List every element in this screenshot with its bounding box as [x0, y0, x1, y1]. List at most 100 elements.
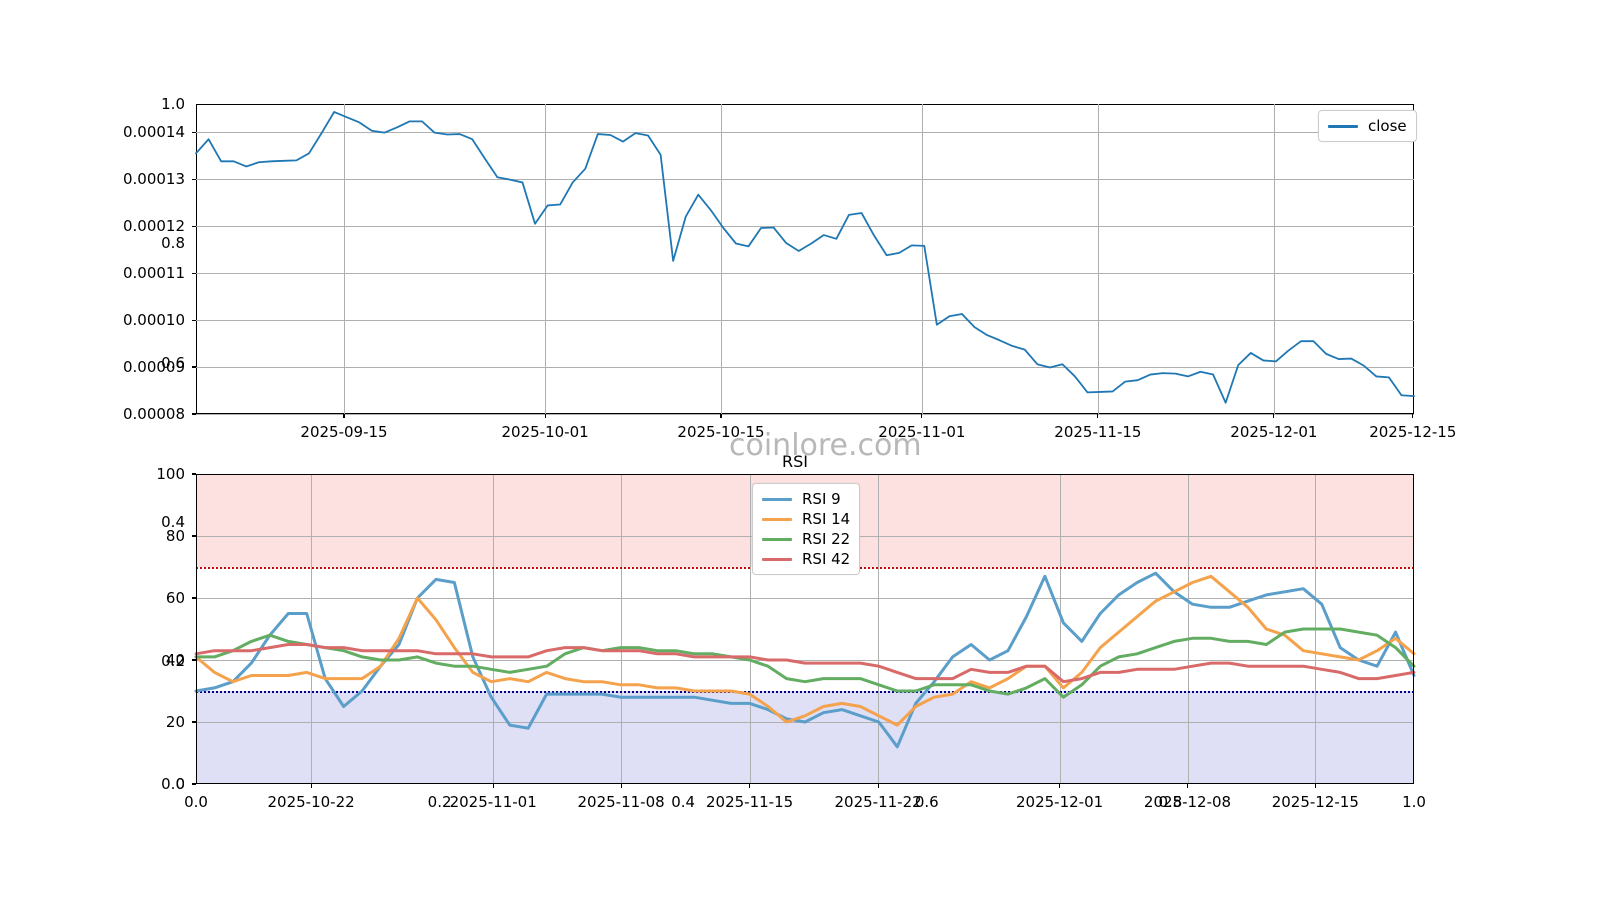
rsi-x-tickmark — [310, 784, 312, 788]
price-gridline-h — [196, 367, 1414, 368]
price-y-tickmark — [192, 366, 196, 368]
rsi-legend-item[interactable]: RSI 22 — [762, 529, 850, 549]
rsi-x-tick-label: 2025-11-15 — [706, 793, 794, 811]
price-y-tick-label: 0.00011 — [122, 264, 185, 283]
rsi-gridline-v — [493, 474, 495, 784]
price-y-tickmark — [192, 272, 196, 274]
rsi-overlay-y-tick-label: 0.0 — [161, 775, 185, 793]
rsi-gridline-h — [196, 660, 1414, 661]
rsi-panel-title: RSI — [782, 452, 808, 471]
rsi-legend-swatch — [762, 517, 792, 521]
price-x-tickmark — [343, 414, 345, 418]
price-y-tickmark — [192, 319, 196, 321]
rsi-line-plot — [194, 571, 1416, 749]
rsi-legend-label: RSI 42 — [802, 550, 851, 568]
rsi-legend-swatch — [762, 557, 792, 561]
price-y-tick-label: 0.00008 — [122, 405, 185, 423]
rsi-gridline-v — [749, 474, 751, 784]
rsi-overlay-y-tick-label: 0.2 — [161, 652, 185, 670]
rsi-axis-right-spine — [1412, 474, 1414, 784]
price-gridline-v — [721, 104, 722, 414]
price-x-tickmark — [1273, 414, 1275, 418]
price-y-tickmark — [192, 413, 196, 415]
price-gridline-h — [196, 273, 1414, 275]
price-axis-bottom-spine — [196, 412, 1414, 414]
rsi-y-tick-label: 0 — [175, 775, 185, 793]
price-axis-top-spine — [196, 104, 1414, 106]
price-x-tickmark — [1097, 414, 1099, 418]
price-x-tickmark — [720, 414, 722, 418]
price-x-tick-label: 2025-10-01 — [501, 423, 589, 441]
price-axis-left-spine — [196, 104, 198, 414]
rsi-x-tick-label: 2025-12-01 — [1016, 793, 1104, 811]
price-gridline-v — [545, 104, 547, 414]
rsi-overlay-x-tick-label: 0.0 — [184, 793, 208, 811]
price-chart-axes — [192, 104, 1415, 418]
rsi-overlay-x-tick-label: 0.8 — [1158, 793, 1183, 811]
price-gridline-h — [196, 414, 1414, 415]
rsi-legend-item[interactable]: RSI 42 — [762, 549, 850, 569]
rsi-overlay-x-tick-label: 0.6 — [914, 793, 939, 811]
price-x-tick-label: 2025-12-01 — [1230, 423, 1318, 441]
rsi-x-tick-label: 2025-11-01 — [449, 793, 537, 811]
price-legend-label: close — [1368, 117, 1407, 135]
price-x-tick-label: 2025-12-15 — [1369, 423, 1457, 441]
price-y-tickmark — [192, 131, 196, 133]
price-y-tickmark — [192, 225, 196, 227]
rsi-x-tickmark — [749, 784, 751, 788]
rsi-y-tickmark — [192, 597, 196, 599]
price-y-tickmark — [192, 178, 196, 180]
rsi-legend-item[interactable]: RSI 14 — [762, 509, 850, 529]
rsi-y-tick-label: 80 — [165, 527, 185, 545]
rsi-y-tick-label: 40 — [165, 651, 185, 669]
rsi-overlay-x-tick-label: 1.0 — [1402, 793, 1426, 811]
price-y-tick-label: 0.00010 — [122, 311, 185, 330]
rsi-y-tickmark — [192, 535, 196, 537]
rsi-legend-swatch — [762, 537, 792, 541]
price-axis-right-spine — [1412, 104, 1414, 414]
rsi-legend-swatch — [762, 497, 792, 501]
rsi-legend-label: RSI 9 — [802, 490, 841, 508]
price-x-tick-label: 2025-11-15 — [1054, 423, 1142, 441]
price-gridline-v — [344, 104, 345, 414]
price-gridline-h — [196, 179, 1414, 181]
price-x-tickmark — [921, 414, 923, 418]
rsi-x-tickmark — [620, 784, 622, 788]
price-legend-item[interactable]: close — [1328, 116, 1407, 136]
rsi-x-tickmark — [1314, 784, 1316, 788]
price-x-tick-label: 2025-11-01 — [878, 423, 966, 441]
rsi-gridline-v — [1059, 474, 1061, 784]
rsi-legend-item[interactable]: RSI 9 — [762, 489, 850, 509]
rsi-overlay-y-tick-label: 0.4 — [161, 513, 185, 531]
price-gridline-v — [1273, 104, 1275, 414]
price-gridline-v — [1097, 104, 1099, 414]
price-legend[interactable]: close — [1318, 110, 1417, 142]
rsi-gridline-v — [621, 474, 623, 784]
watermark-coinlore: coinlore.com — [729, 428, 922, 463]
rsi-x-tickmark — [1186, 784, 1189, 788]
rsi-x-tickmark — [492, 784, 494, 788]
price-gridline-h — [196, 226, 1414, 228]
rsi-y-tickmark — [192, 473, 196, 475]
price-overlay-y-tick-label: 1.0 — [161, 95, 185, 113]
rsi-gridline-v — [1187, 474, 1189, 784]
price-gridline-h — [196, 320, 1414, 322]
rsi-legend[interactable]: RSI 9 RSI 14 RSI 22 RSI 42 — [752, 483, 861, 575]
price-y-tick-label: 0.00009 — [122, 358, 185, 376]
price-gridline-h — [196, 132, 1414, 134]
rsi-legend-label: RSI 14 — [802, 510, 851, 528]
rsi-oversold-band — [196, 691, 1414, 784]
rsi-overlay-x-tick-label: 0.4 — [671, 793, 696, 811]
price-y-tick-label: 0.00014 — [122, 123, 185, 142]
rsi-gridline-h — [196, 598, 1414, 599]
rsi-overlay-x-tick-label: 0.2 — [427, 793, 452, 811]
price-overlay-y-tick-label: 0.6 — [161, 353, 185, 372]
rsi-y-tickmark — [192, 783, 196, 785]
rsi-y-tickmark — [192, 659, 196, 661]
price-x-tick-label: 2025-10-15 — [677, 423, 765, 441]
price-line-plot — [195, 111, 1415, 404]
rsi-y-tick-label: 100 — [156, 465, 185, 483]
price-overlay-y-tick-label: 0.8 — [161, 233, 185, 252]
price-x-tick-label: 2025-09-15 — [300, 423, 388, 441]
